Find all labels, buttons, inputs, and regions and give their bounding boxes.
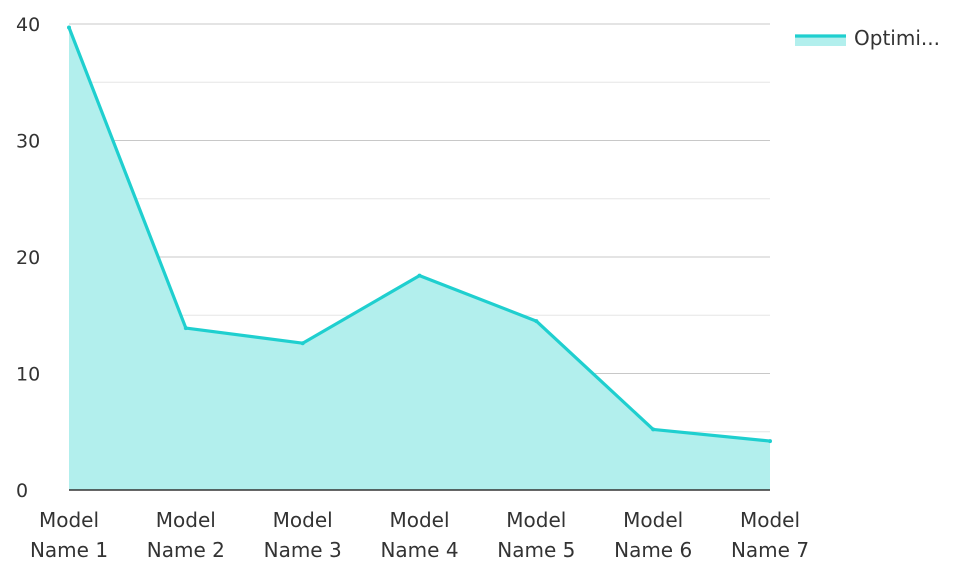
x-tick-label-line: Name 5 [497, 538, 575, 562]
x-tick-label-line: Name 6 [614, 538, 692, 562]
data-point[interactable] [651, 427, 656, 432]
legend-label: Optimi... [854, 26, 940, 50]
x-tick-label-line: Name 4 [380, 538, 458, 562]
legend[interactable]: Optimi... [795, 26, 940, 50]
x-tick-label-line: Model [156, 508, 216, 532]
x-tick-label-line: Name 7 [731, 538, 809, 562]
y-tick-label: 20 [16, 247, 40, 269]
data-point[interactable] [534, 319, 539, 324]
legend-swatch-fill [795, 36, 846, 46]
x-tick-label-line: Name 3 [264, 538, 342, 562]
series-area-fill [69, 27, 770, 491]
x-tick-label-line: Model [623, 508, 683, 532]
data-point[interactable] [300, 341, 305, 346]
x-tick-label: Model Name 5 [497, 508, 575, 562]
series-area [67, 25, 772, 491]
x-tick-label: Model Name 6 [614, 508, 692, 562]
x-tick-label: Model Name 3 [264, 508, 342, 562]
data-point[interactable] [67, 25, 71, 30]
x-tick-label-line: Model [506, 508, 566, 532]
x-tick-label-line: Name 2 [147, 538, 225, 562]
y-tick-label: 30 [16, 131, 40, 153]
x-tick-label-line: Model [39, 508, 99, 532]
data-point[interactable] [768, 439, 772, 444]
x-tick-label: Model Name 2 [147, 508, 225, 562]
x-tick-label-line: Model [389, 508, 449, 532]
data-point[interactable] [183, 326, 188, 331]
x-tick-label-line: Model [740, 508, 800, 532]
x-tick-label: Model Name 4 [380, 508, 458, 562]
x-tick-label: Model Name 7 [731, 508, 809, 562]
x-tick-label-line: Name 1 [30, 538, 108, 562]
y-tick-label: 0 [16, 480, 28, 502]
y-tick-label: 40 [16, 14, 40, 36]
data-point[interactable] [417, 273, 422, 278]
legend-item[interactable]: Optimi... [795, 26, 940, 50]
y-tick-label: 10 [16, 364, 40, 386]
x-tick-label-line: Model [273, 508, 333, 532]
tick-labels: 0 10 20 30 40 Model Name 1 Model Name 2 Model Name… [16, 14, 809, 562]
x-tick-label: Model Name 1 [30, 508, 108, 562]
